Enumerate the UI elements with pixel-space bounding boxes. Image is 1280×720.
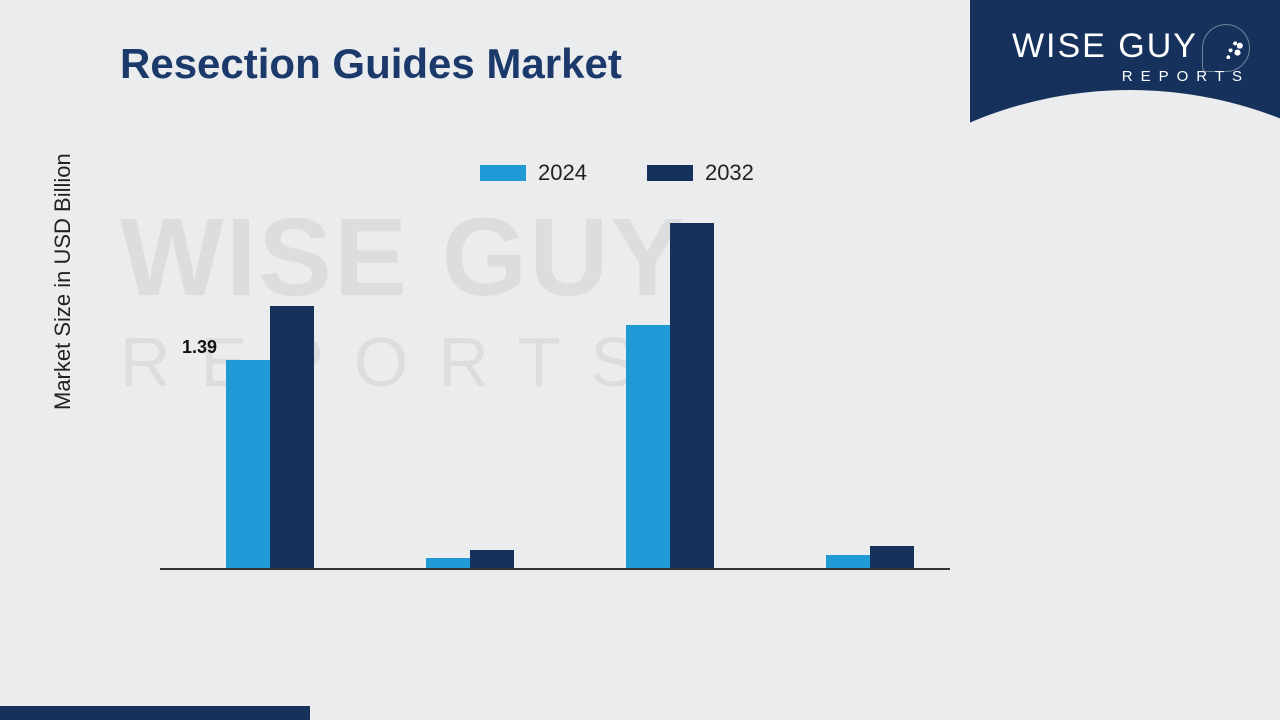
legend-label: 2032: [705, 160, 754, 186]
legend: 2024 2032: [480, 160, 754, 186]
bar: [470, 550, 514, 568]
legend-swatch: [647, 165, 693, 181]
bar: [870, 546, 914, 569]
legend-item: 2024: [480, 160, 587, 186]
brand-logo: WISE GUY REPORTS: [1012, 24, 1250, 85]
chart: Market Size in USD Billion 2024 2032 1.3…: [60, 150, 960, 650]
brand-line1: WISE GUY: [1012, 27, 1198, 65]
bar: [626, 325, 670, 568]
bar: [670, 223, 714, 568]
chart-title: Resection Guides Market: [120, 40, 622, 88]
legend-label: 2024: [538, 160, 587, 186]
bar: [426, 558, 470, 569]
legend-item: 2032: [647, 160, 754, 186]
legend-swatch: [480, 165, 526, 181]
footer-accent: [0, 706, 310, 720]
bar: [270, 306, 314, 569]
bar: [226, 360, 270, 569]
bar: [826, 555, 870, 569]
head-icon: [1202, 24, 1250, 72]
plot-area: 1.39EUROPESOUTHAMERICAASIAPACIFICMIDDLEE…: [160, 210, 950, 570]
y-axis-label: Market Size in USD Billion: [50, 153, 76, 410]
value-label: 1.39: [182, 337, 217, 358]
